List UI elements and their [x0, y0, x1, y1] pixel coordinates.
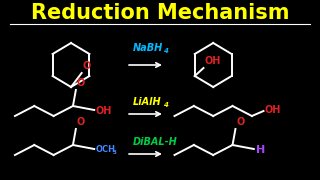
Text: O: O — [77, 78, 85, 88]
Text: OCH: OCH — [95, 145, 115, 154]
Text: OH: OH — [204, 56, 221, 66]
Text: 4: 4 — [163, 48, 168, 54]
Text: O: O — [77, 117, 85, 127]
Text: 4: 4 — [163, 102, 168, 108]
Text: O: O — [236, 117, 245, 127]
Text: Reduction Mechanism: Reduction Mechanism — [31, 3, 289, 23]
Text: LiAlH: LiAlH — [133, 97, 162, 107]
Text: DiBAL-H: DiBAL-H — [133, 137, 178, 147]
Text: H: H — [256, 145, 265, 155]
Text: OH: OH — [95, 106, 112, 116]
Text: OH: OH — [264, 105, 281, 115]
Text: NaBH: NaBH — [133, 43, 163, 53]
Text: 3: 3 — [113, 150, 116, 154]
Text: O: O — [83, 61, 91, 71]
